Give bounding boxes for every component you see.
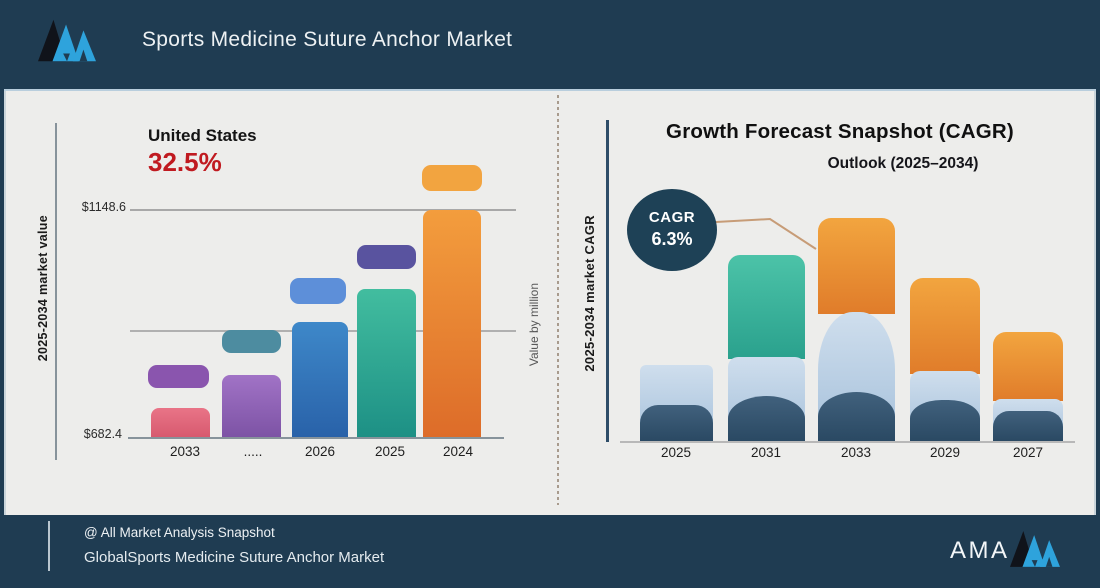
bar-cap-2033 <box>148 365 209 388</box>
left-y-axis-line <box>55 123 57 460</box>
stack-segment-2031-navy <box>728 396 805 441</box>
bar-2026 <box>292 322 348 437</box>
right-y-axis-title: 2025-2034 market CAGR <box>582 215 597 372</box>
stack-segment-2031-teal <box>728 255 805 359</box>
left-x-axis-line <box>128 437 504 439</box>
stack-segment-2029-navy <box>910 400 980 441</box>
left-xlabel-dots: ..... <box>243 444 263 459</box>
bar-2025 <box>357 289 416 437</box>
right-x-axis-line <box>620 441 1075 443</box>
bar-cap-2025 <box>357 245 416 269</box>
left-ytick-bottom: $682.4 <box>83 427 122 441</box>
right-xlabel-2031: 2031 <box>750 445 782 460</box>
right-chart-title: Growth Forecast Snapshot (CAGR) <box>666 120 1014 143</box>
region-share-value: 32.5% <box>148 147 222 177</box>
cagr-badge-label: CAGR <box>648 209 696 227</box>
right-xlabel-2025: 2025 <box>660 445 692 460</box>
footer-divider-line <box>48 521 50 571</box>
bar-2033 <box>151 408 210 437</box>
stack-segment-2029-orange <box>910 278 980 374</box>
right-xlabel-2029: 2029 <box>929 445 961 460</box>
stack-segment-2027-navy <box>993 411 1063 441</box>
left-xlabel-2025: 2025 <box>374 444 406 459</box>
value-unit-label: Value by million <box>527 283 541 367</box>
footer-source-line: @ All Market Analysis Snapshot <box>84 525 275 540</box>
footer-ama-logo-icon <box>1010 531 1060 567</box>
bar-cap-2024 <box>422 165 482 191</box>
cagr-badge: CAGR 6.3% <box>627 189 717 271</box>
footer-report-name: GlobalSports Medicine Suture Anchor Mark… <box>84 549 385 566</box>
left-xlabel-2033: 2033 <box>169 444 201 459</box>
gridline-top <box>130 209 516 211</box>
left-xlabel-2026: 2026 <box>304 444 336 459</box>
region-label: United States <box>148 126 257 145</box>
page-title: Sports Medicine Suture Anchor Market <box>142 28 513 51</box>
bar-..... <box>222 375 281 437</box>
right-chart-subtitle: Outlook (2025–2034) <box>827 155 979 172</box>
left-xlabel-2024: 2024 <box>442 444 474 459</box>
bar-cap-2026 <box>290 278 346 304</box>
stack-segment-2033-orange <box>818 218 895 314</box>
bar-cap-..... <box>222 330 281 353</box>
bar-2024 <box>423 210 481 437</box>
cagr-badge-value: 6.3% <box>651 229 693 250</box>
stack-segment-2025-navy <box>640 405 713 441</box>
stack-segment-2033-navy <box>818 392 895 441</box>
ama-logo-icon <box>38 19 96 62</box>
right-y-axis-line <box>606 120 609 442</box>
stack-segment-2027-orange <box>993 332 1063 401</box>
left-y-axis-title: 2025-2034 market value <box>36 215 50 362</box>
footer-brand-text: AMA <box>950 537 1010 564</box>
left-ytick-top: $1148.6 <box>81 200 126 214</box>
right-xlabel-2027: 2027 <box>1012 445 1044 460</box>
right-xlabel-2033: 2033 <box>840 445 872 460</box>
panel-divider <box>557 95 559 505</box>
